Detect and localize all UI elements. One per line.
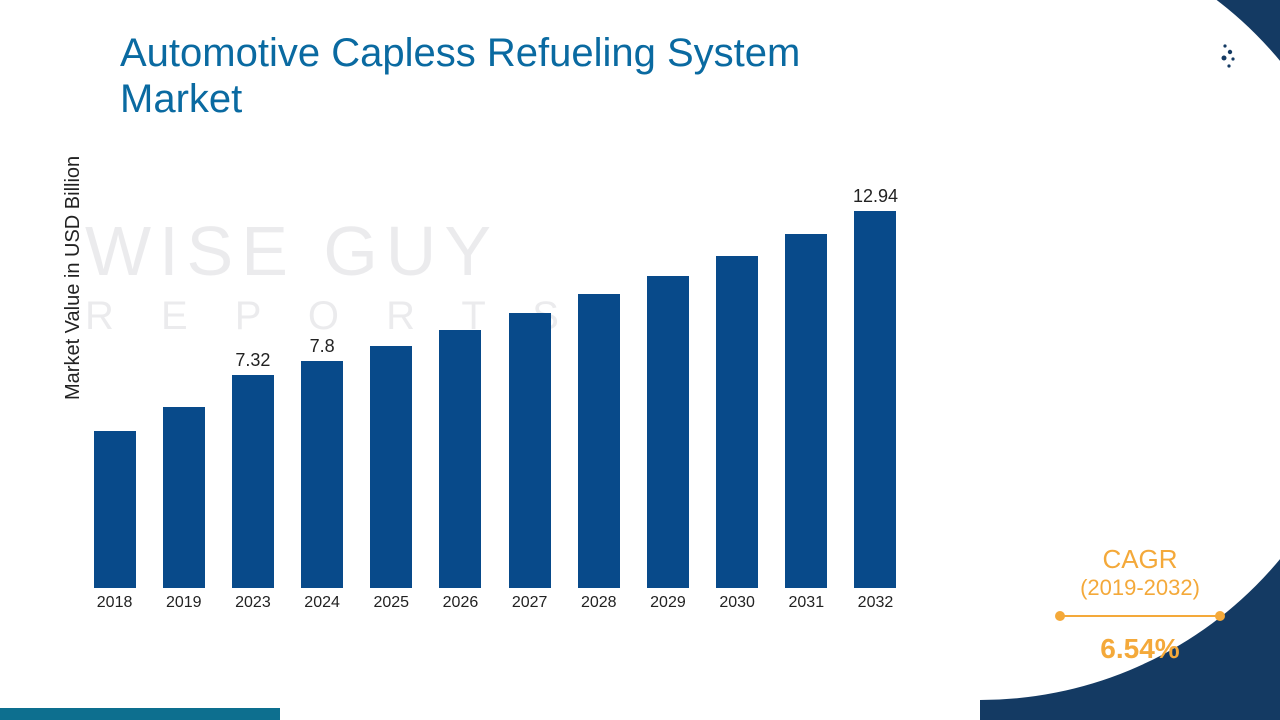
bar-chart: 7.327.812.94 201820192023202420252026202… bbox=[80, 160, 910, 620]
bars-container: 7.32 7.8 12.94 bbox=[80, 160, 910, 588]
x-tick-label: 2032 bbox=[841, 594, 910, 620]
bar bbox=[439, 330, 481, 588]
bar-slot bbox=[772, 160, 841, 588]
brand-logo: WISE GUY R E P O R T S bbox=[1046, 40, 1240, 86]
bar bbox=[785, 234, 827, 588]
x-tick-label: 2024 bbox=[288, 594, 357, 620]
bar-value-label: 12.94 bbox=[853, 186, 898, 207]
bar bbox=[370, 346, 412, 588]
x-tick-label: 2029 bbox=[633, 594, 702, 620]
cagr-divider bbox=[1060, 615, 1220, 617]
bar bbox=[163, 407, 205, 588]
bar-slot: 12.94 bbox=[841, 160, 910, 588]
chart-card: WISE GUY R E P O R T S WISE GUY WISE GUY… bbox=[0, 0, 1280, 720]
bar-slot bbox=[426, 160, 495, 588]
x-tick-label: 2025 bbox=[357, 594, 426, 620]
x-axis: 2018201920232024202520262027202820292030… bbox=[80, 594, 910, 620]
bar-slot bbox=[149, 160, 218, 588]
bar-slot bbox=[633, 160, 702, 588]
bar-slot bbox=[703, 160, 772, 588]
x-tick-label: 2026 bbox=[426, 594, 495, 620]
x-tick-label: 2030 bbox=[703, 594, 772, 620]
x-tick-label: 2018 bbox=[80, 594, 149, 620]
x-tick-label: 2023 bbox=[218, 594, 287, 620]
chart-title: Automotive Capless Refueling System Mark… bbox=[120, 30, 890, 122]
x-tick-label: 2027 bbox=[495, 594, 564, 620]
cagr-label: CAGR bbox=[1040, 544, 1240, 575]
bar bbox=[301, 361, 343, 588]
bar-slot: 7.8 bbox=[288, 160, 357, 588]
bar bbox=[509, 313, 551, 588]
cagr-value: 6.54% bbox=[1040, 633, 1240, 665]
logo-head-icon bbox=[1197, 34, 1247, 84]
bar bbox=[232, 375, 274, 588]
bar-value-label: 7.8 bbox=[310, 336, 335, 357]
cagr-range: (2019-2032) bbox=[1040, 575, 1240, 601]
bar-slot bbox=[357, 160, 426, 588]
bar-slot bbox=[80, 160, 149, 588]
bar bbox=[578, 294, 620, 588]
bar-value-label: 7.32 bbox=[235, 350, 270, 371]
side-panel: WISE GUY R E P O R T S CAGR (2019-2032) … bbox=[980, 0, 1280, 720]
footer-accent-bar bbox=[0, 708, 280, 720]
bar bbox=[716, 256, 758, 588]
x-tick-label: 2028 bbox=[564, 594, 633, 620]
x-tick-label: 2031 bbox=[772, 594, 841, 620]
bar-slot bbox=[564, 160, 633, 588]
bar-slot: 7.32 bbox=[218, 160, 287, 588]
x-tick-label: 2019 bbox=[149, 594, 218, 620]
bar bbox=[647, 276, 689, 588]
bar-slot bbox=[495, 160, 564, 588]
bar bbox=[94, 431, 136, 588]
cagr-block: CAGR (2019-2032) 6.54% bbox=[1040, 544, 1240, 665]
bar bbox=[854, 211, 896, 588]
